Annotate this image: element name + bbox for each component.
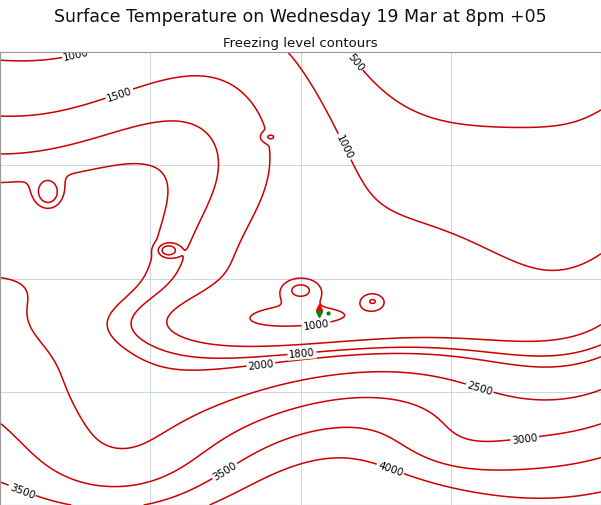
Text: 1000: 1000 bbox=[63, 48, 90, 63]
Text: 500: 500 bbox=[346, 52, 366, 73]
Text: 3500: 3500 bbox=[211, 460, 239, 482]
Text: 2000: 2000 bbox=[247, 358, 275, 371]
Text: 1500: 1500 bbox=[105, 85, 133, 104]
Text: 1000: 1000 bbox=[334, 133, 355, 161]
Text: 1000: 1000 bbox=[302, 318, 329, 331]
Text: 3500: 3500 bbox=[8, 481, 36, 500]
Text: 1800: 1800 bbox=[288, 347, 316, 360]
Text: 4000: 4000 bbox=[376, 460, 404, 478]
Text: Freezing level contours: Freezing level contours bbox=[223, 37, 378, 50]
Text: 2500: 2500 bbox=[466, 380, 493, 397]
Text: Surface Temperature on Wednesday 19 Mar at 8pm +05: Surface Temperature on Wednesday 19 Mar … bbox=[54, 8, 547, 26]
Text: 3000: 3000 bbox=[511, 432, 538, 445]
